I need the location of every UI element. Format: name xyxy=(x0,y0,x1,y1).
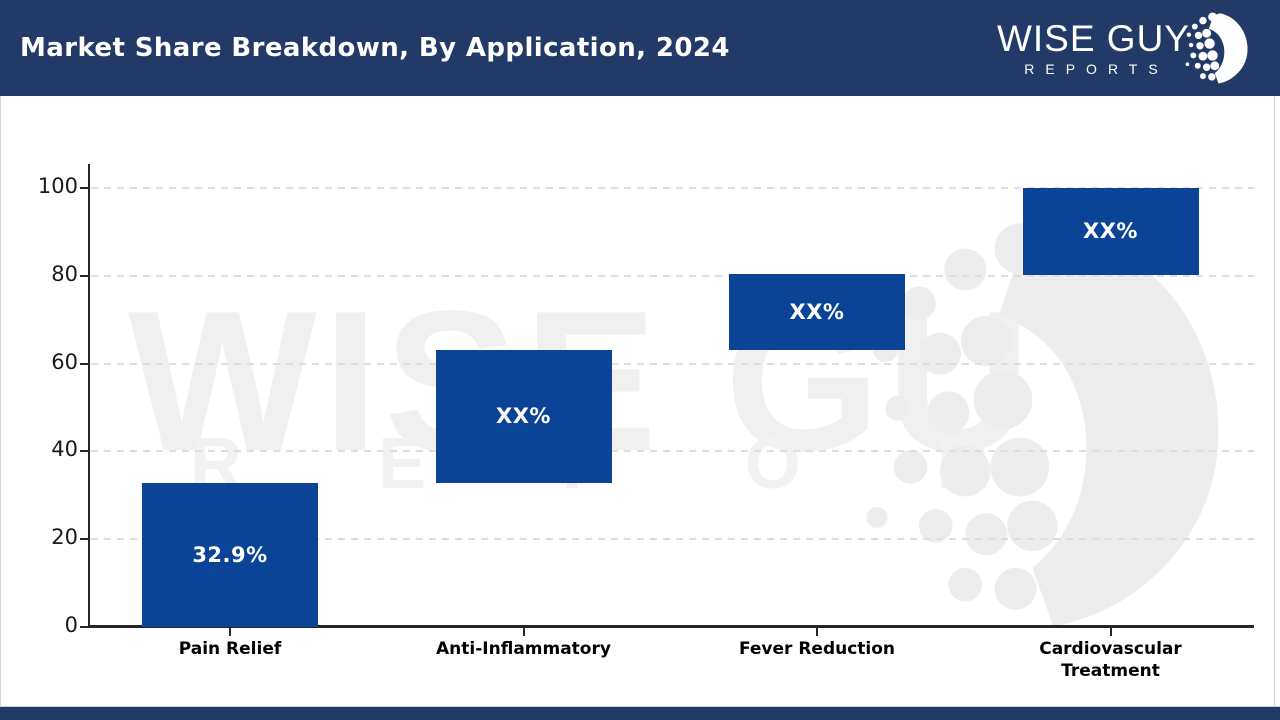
page-title: Market Share Breakdown, By Application, … xyxy=(20,33,730,63)
y-tick-0 xyxy=(80,626,89,628)
header-bar: Market Share Breakdown, By Application, … xyxy=(0,0,1280,96)
x-tick-2 xyxy=(816,628,818,636)
brand-subname: REPORTS xyxy=(1024,61,1169,77)
y-tick-label-80: 80 xyxy=(51,261,78,286)
waterfall-chart: 0 20 40 60 80 100 32.9% Pain Relief XX% Anti-Infl… xyxy=(0,96,1280,707)
bar-anti-inflammatory: XX% xyxy=(435,350,612,483)
frame-border-left xyxy=(0,96,1,707)
bar-value-label: 32.9% xyxy=(192,542,268,567)
bar-value-label: XX% xyxy=(1083,219,1138,244)
frame-border-right xyxy=(1274,96,1275,707)
brand-name: WISE GUY xyxy=(996,18,1190,59)
bar-fever-reduction: XX% xyxy=(729,274,905,351)
gridline-40 xyxy=(91,450,1254,453)
brand-head-icon xyxy=(1180,7,1254,89)
gridline-100 xyxy=(91,187,1254,189)
y-axis-line xyxy=(88,164,90,628)
x-tick-1 xyxy=(522,628,525,636)
x-axis-label-3: Cardiovascular Treatment xyxy=(1039,639,1182,682)
y-tick-label-100: 100 xyxy=(37,174,78,198)
x-axis-label-1: Anti-Inflammatory xyxy=(436,639,611,659)
y-tick-60 xyxy=(80,362,89,365)
y-tick-label-60: 60 xyxy=(51,349,78,374)
footer-bar xyxy=(0,706,1280,720)
x-axis-label-0: Pain Relief xyxy=(178,639,282,659)
x-tick-0 xyxy=(229,628,231,636)
brand-logo: WISE GUY REPORTS xyxy=(997,7,1254,89)
bar-cardiovascular-treatment: XX% xyxy=(1022,188,1199,275)
x-axis-label-2: Fever Reduction xyxy=(738,639,896,659)
y-tick-20 xyxy=(80,538,89,541)
gridline-60 xyxy=(91,362,1254,365)
gridline-80 xyxy=(91,274,1254,277)
y-tick-40 xyxy=(80,450,89,453)
bar-value-label: XX% xyxy=(789,300,845,325)
gridline-20 xyxy=(91,538,1254,541)
brand-logo-text: WISE GUY REPORTS xyxy=(997,20,1190,76)
bar-value-label: XX% xyxy=(496,404,551,429)
x-tick-3 xyxy=(1109,628,1112,636)
y-tick-100 xyxy=(80,187,89,189)
bar-pain-relief: 32.9% xyxy=(142,482,318,627)
y-tick-label-40: 40 xyxy=(51,437,78,462)
y-tick-80 xyxy=(80,274,89,277)
y-tick-label-20: 20 xyxy=(51,525,78,550)
x-axis-line xyxy=(88,625,1254,628)
y-tick-label-0: 0 xyxy=(64,613,78,637)
